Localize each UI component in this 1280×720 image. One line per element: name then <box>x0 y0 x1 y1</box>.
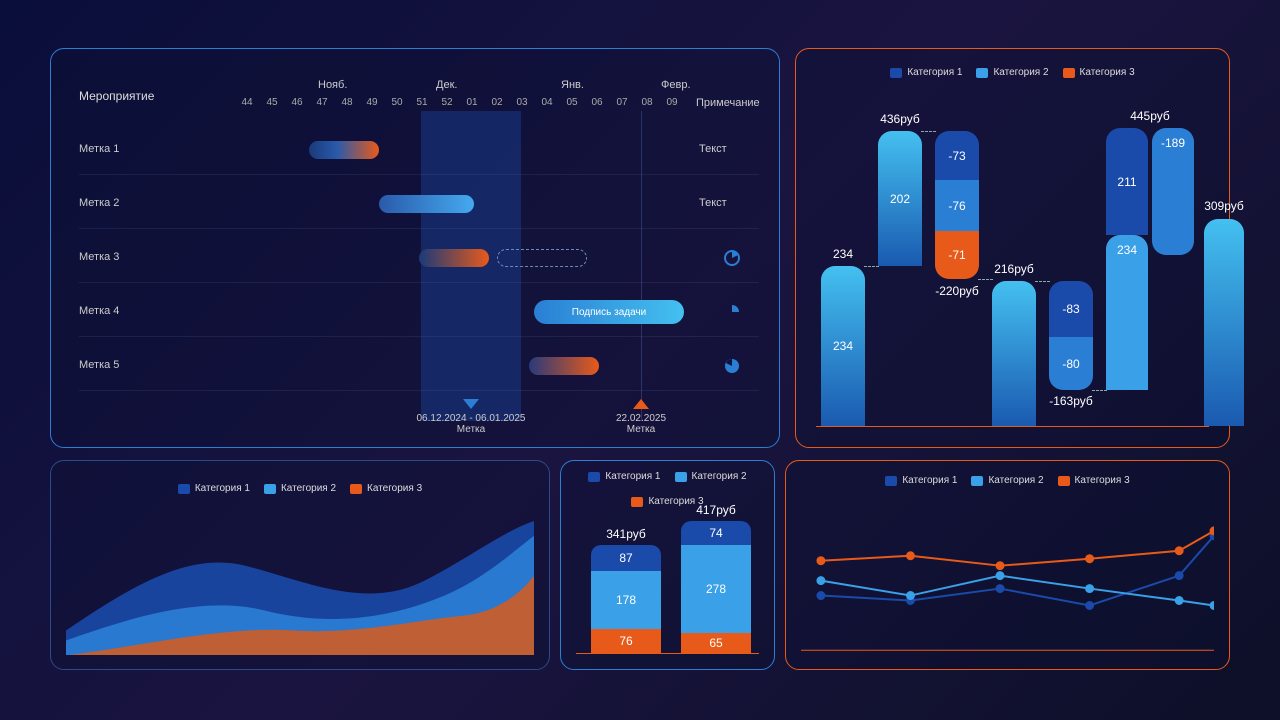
gantt-week-label: 05 <box>561 97 583 108</box>
gantt-milestone: 22.02.2025 Метка <box>606 399 676 435</box>
waterfall-bar[interactable]: 234 <box>821 266 865 426</box>
waterfall-bar[interactable] <box>1204 219 1244 426</box>
gantt-week-label: 46 <box>286 97 308 108</box>
legend-item: Категория 2 <box>976 67 1048 78</box>
waterfall-bar[interactable]: 211 <box>1106 128 1148 235</box>
gantt-week-label: 01 <box>461 97 483 108</box>
gantt-week-label: 04 <box>536 97 558 108</box>
progress-pie-icon <box>724 358 740 374</box>
gantt-note-header: Примечание <box>696 97 760 109</box>
gantt-bar[interactable] <box>419 249 489 267</box>
arrow-down-icon <box>463 399 479 409</box>
gantt-row: Метка 1 Текст <box>79 125 759 175</box>
gantt-bar[interactable] <box>379 195 474 213</box>
legend-item: Категория 1 <box>890 67 962 78</box>
progress-pie-icon <box>724 304 740 320</box>
waterfall-panel: Категория 1 Категория 2 Категория 3 234 … <box>795 48 1230 448</box>
area-chart <box>66 511 534 655</box>
waterfall-chart-area: 234 234 436руб 202 -220руб -73 -76 -71 <box>816 99 1209 427</box>
gantt-week-label: 08 <box>636 97 658 108</box>
gantt-week-label: 45 <box>261 97 283 108</box>
gantt-bar[interactable] <box>529 357 599 375</box>
gantt-panel: Мероприятие Примечание Нояб. Дек. Янв. Ф… <box>50 48 780 448</box>
gantt-week-label: 07 <box>611 97 633 108</box>
waterfall-legend: Категория 1 Категория 2 Категория 3 <box>796 67 1229 78</box>
gantt-bar-planned[interactable] <box>497 249 587 267</box>
legend-item: Категория 1 <box>885 475 957 486</box>
waterfall-bar[interactable]: 202 <box>878 131 922 266</box>
waterfall-bar[interactable]: -73 -76 -71 <box>935 131 979 279</box>
stacked-legend: Категория 1 Категория 2 Категория 3 <box>561 471 774 507</box>
gantt-week-label: 47 <box>311 97 333 108</box>
gantt-week-label: 09 <box>661 97 683 108</box>
gantt-bar[interactable] <box>309 141 379 159</box>
gantt-week-label: 44 <box>236 97 258 108</box>
line-chart-panel: Категория 1 Категория 2 Категория 3 <box>785 460 1230 670</box>
gantt-week-label: 50 <box>386 97 408 108</box>
line-chart <box>801 501 1214 655</box>
gantt-row: Метка 5 <box>79 341 759 391</box>
line-legend: Категория 1 Категория 2 Категория 3 <box>786 475 1229 486</box>
gantt-row: Метка 2 Текст <box>79 179 759 229</box>
gantt-week-label: 02 <box>486 97 508 108</box>
line-series-3 <box>817 527 1214 570</box>
legend-item: Категория 3 <box>1063 67 1135 78</box>
legend-item: Категория 2 <box>675 471 747 482</box>
chart-baseline <box>816 426 1209 427</box>
stacked-column[interactable]: 341руб 87 178 76 <box>591 545 661 653</box>
gantt-milestone: 06.12.2024 - 06.01.2025 Метка <box>411 399 531 435</box>
waterfall-bar[interactable]: -83 -80 <box>1049 281 1093 390</box>
waterfall-bar[interactable] <box>992 281 1036 426</box>
gantt-row: Метка 3 <box>79 233 759 283</box>
legend-item: Категория 2 <box>971 475 1043 486</box>
legend-item: Категория 3 <box>1058 475 1130 486</box>
legend-item: Категория 1 <box>178 483 250 494</box>
waterfall-bar[interactable]: 234 <box>1106 235 1148 390</box>
gantt-bar-labeled[interactable]: Подпись задачи <box>534 300 684 324</box>
stacked-chart-area: 341руб 87 178 76 417руб 74 278 65 <box>576 511 759 654</box>
gantt-week-label: 06 <box>586 97 608 108</box>
progress-pie-icon <box>724 250 740 266</box>
legend-item: Категория 1 <box>588 471 660 482</box>
gantt-week-label: 51 <box>411 97 433 108</box>
area-chart-panel: Категория 1 Категория 2 Категория 3 <box>50 460 550 670</box>
gantt-week-label: 52 <box>436 97 458 108</box>
stacked-column[interactable]: 417руб 74 278 65 <box>681 521 751 653</box>
gantt-week-label: 03 <box>511 97 533 108</box>
gantt-week-label: 48 <box>336 97 358 108</box>
chart-baseline <box>576 653 759 654</box>
stacked-bar-panel: Категория 1 Категория 2 Категория 3 341р… <box>560 460 775 670</box>
gantt-event-header: Мероприятие <box>79 89 154 103</box>
waterfall-bar[interactable]: -189 <box>1152 128 1194 255</box>
arrow-up-icon <box>633 399 649 409</box>
gantt-week-label: 49 <box>361 97 383 108</box>
gantt-row: Метка 4 Подпись задачи <box>79 287 759 337</box>
area-legend: Категория 1 Категория 2 Категория 3 <box>51 483 549 494</box>
legend-item: Категория 3 <box>350 483 422 494</box>
legend-item: Категория 2 <box>264 483 336 494</box>
